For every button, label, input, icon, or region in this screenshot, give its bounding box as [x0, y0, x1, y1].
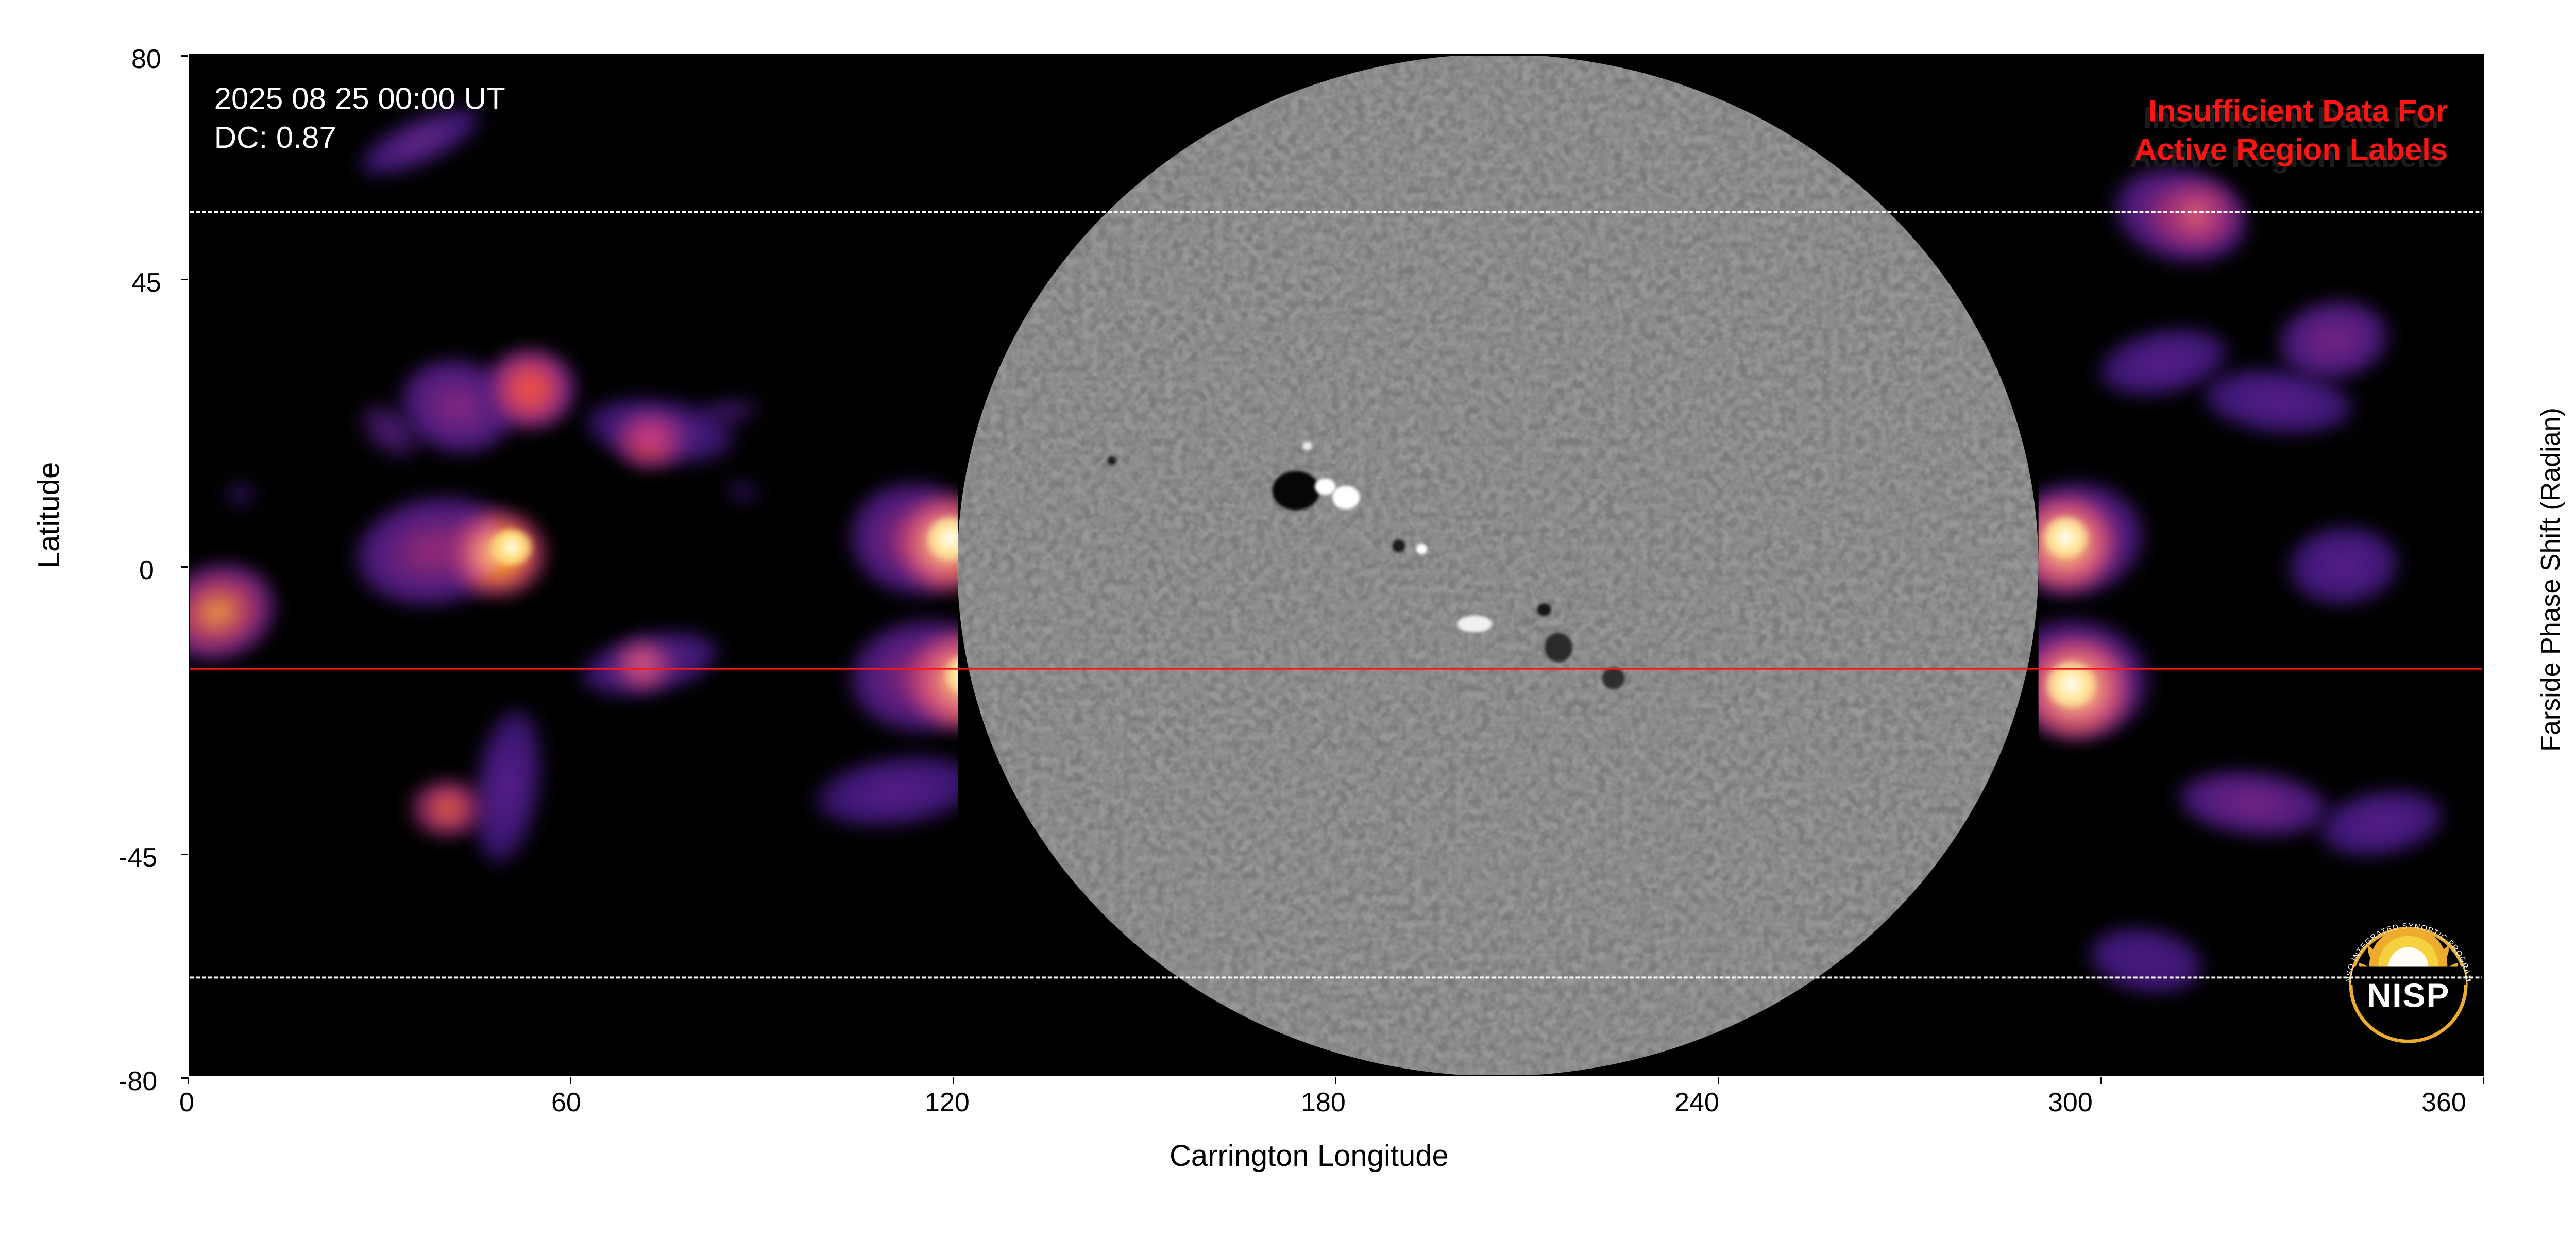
- svg-text:NISP: NISP: [2366, 977, 2450, 1014]
